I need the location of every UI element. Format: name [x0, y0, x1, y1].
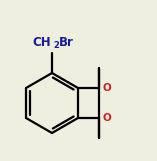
Text: O: O [103, 83, 111, 93]
Text: 2: 2 [53, 41, 59, 50]
Text: O: O [103, 113, 111, 123]
Text: CH: CH [32, 36, 51, 49]
Text: Br: Br [59, 36, 73, 49]
